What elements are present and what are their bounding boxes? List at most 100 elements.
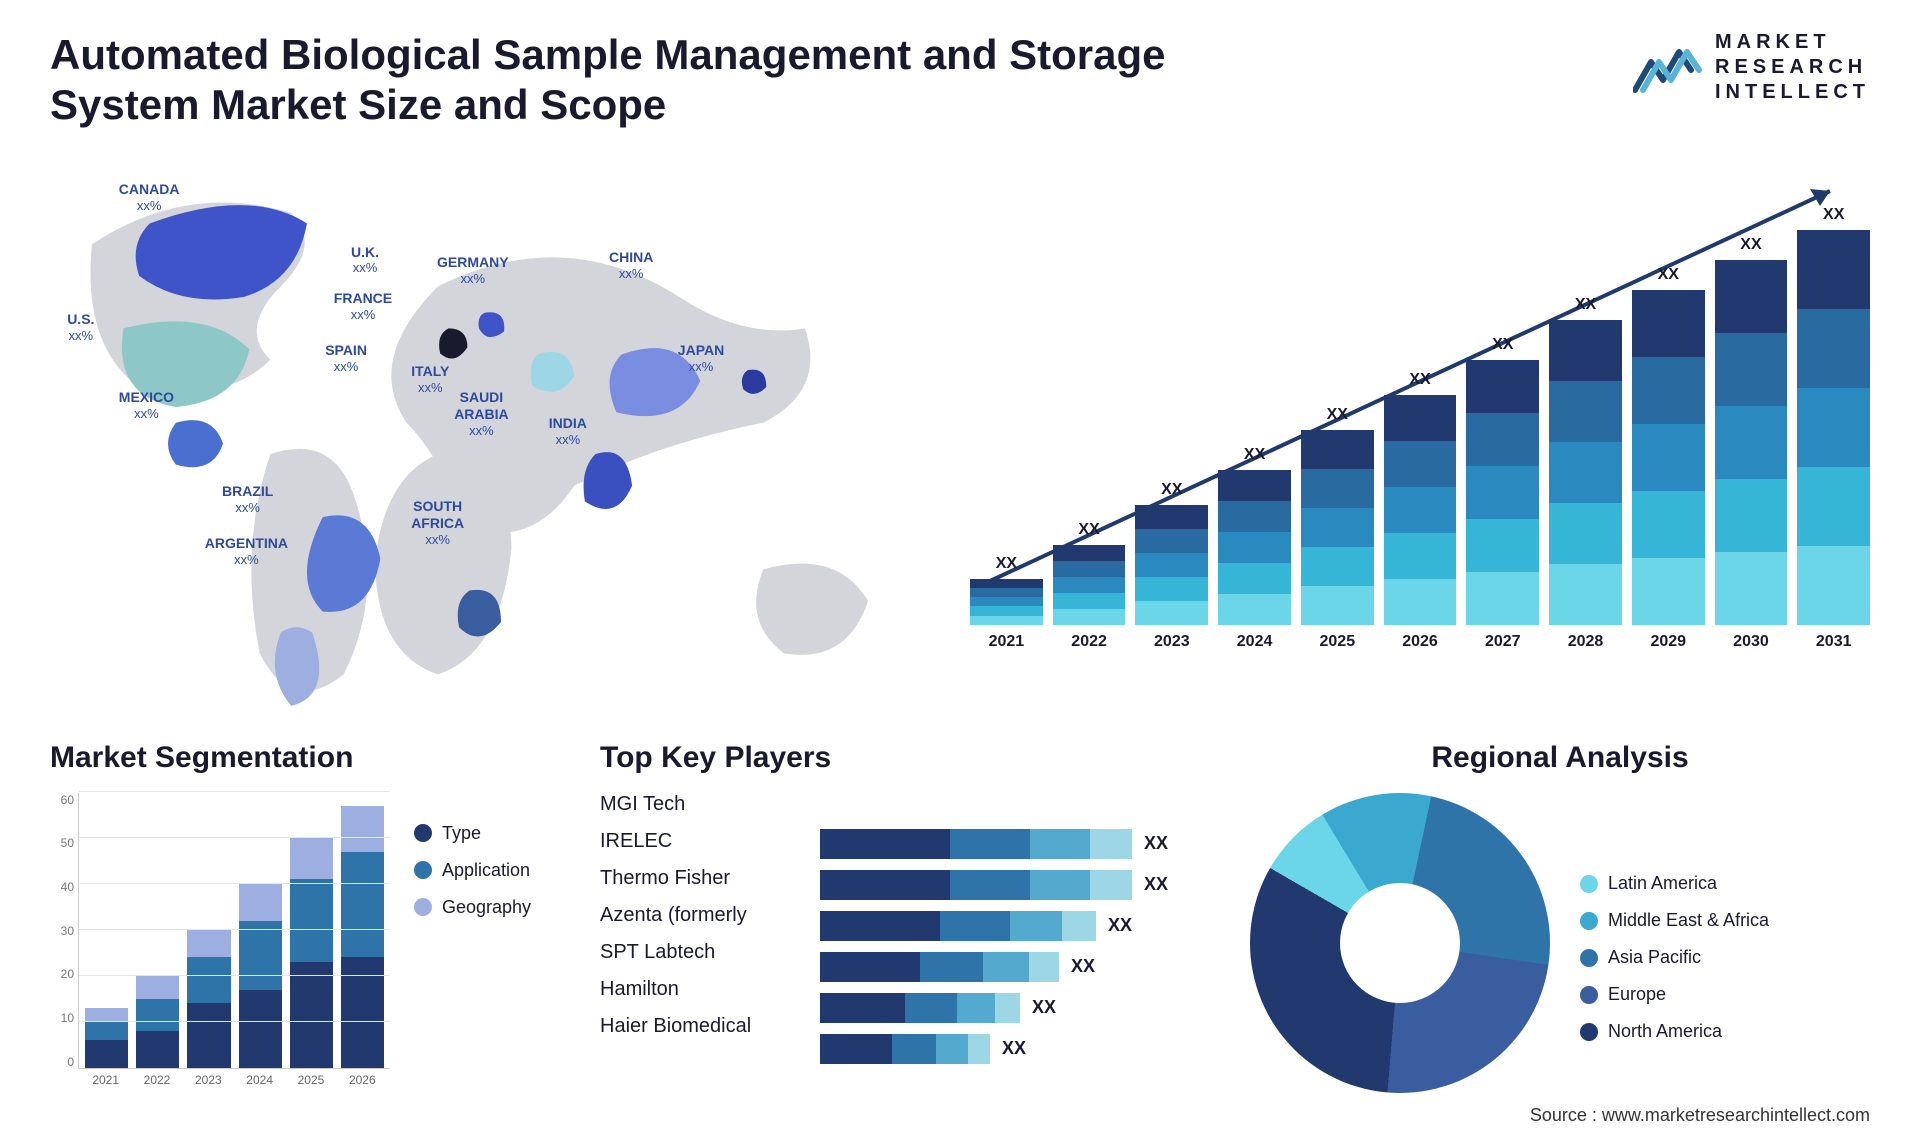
year-label: 2029 bbox=[1650, 633, 1686, 651]
player-bar-value: XX bbox=[1071, 956, 1095, 977]
growth-bar-column: XX 2021 bbox=[970, 551, 1043, 651]
players-section: Top Key Players MGI Tech IRELEC Thermo Fis… bbox=[600, 741, 1220, 1093]
bar-value-label: XX bbox=[1823, 206, 1844, 224]
map-label: ARGENTINAxx% bbox=[205, 535, 288, 567]
player-bar-row: XX bbox=[820, 993, 1220, 1023]
segmentation-chart: 6050403020100 202120222023202420252026 bbox=[50, 793, 390, 1093]
year-label: 2028 bbox=[1568, 633, 1604, 651]
player-bar-value: XX bbox=[1032, 997, 1056, 1018]
year-label: 2027 bbox=[1485, 633, 1521, 651]
player-bar-row: XX bbox=[820, 952, 1220, 982]
logo-line3: INTELLECT bbox=[1715, 80, 1870, 105]
player-name: Azenta (formerly bbox=[600, 904, 800, 927]
map-label: BRAZILxx% bbox=[222, 483, 273, 515]
map-label: U.S.xx% bbox=[67, 311, 94, 343]
year-label: 2025 bbox=[1320, 633, 1356, 651]
player-name: Thermo Fisher bbox=[600, 867, 800, 890]
map-label: SOUTHAFRICAxx% bbox=[411, 498, 464, 547]
year-label: 2031 bbox=[1816, 633, 1852, 651]
legend-item: Application bbox=[414, 860, 531, 881]
growth-bar-column: XX 2022 bbox=[1053, 517, 1126, 651]
player-names-list: MGI Tech IRELEC Thermo Fisher Azenta (forme… bbox=[600, 793, 800, 1064]
legend-item: Type bbox=[414, 823, 531, 844]
players-title: Top Key Players bbox=[600, 741, 1220, 775]
legend-item: Latin America bbox=[1580, 873, 1769, 894]
bar-value-label: XX bbox=[1078, 521, 1099, 539]
map-label: FRANCExx% bbox=[334, 290, 392, 322]
seg-bar bbox=[290, 838, 333, 1068]
growth-bar-column: XX 2025 bbox=[1301, 402, 1374, 651]
legend-item: Asia Pacific bbox=[1580, 947, 1769, 968]
bar-value-label: XX bbox=[1244, 446, 1265, 464]
player-bar-row: XX bbox=[820, 911, 1220, 941]
player-bar-row: XX bbox=[820, 1034, 1220, 1064]
regional-title: Regional Analysis bbox=[1250, 741, 1870, 775]
map-label: SAUDIARABIAxx% bbox=[454, 389, 508, 438]
year-label: 2024 bbox=[1237, 633, 1273, 651]
bar-value-label: XX bbox=[1161, 481, 1182, 499]
segmentation-legend: Type Application Geography bbox=[414, 823, 531, 918]
map-label: JAPANxx% bbox=[678, 342, 724, 374]
map-label: ITALYxx% bbox=[411, 363, 449, 395]
map-label: GERMANYxx% bbox=[437, 254, 509, 286]
growth-bar-column: XX 2029 bbox=[1632, 262, 1705, 651]
legend-item: Middle East & Africa bbox=[1580, 910, 1769, 931]
growth-bar-column: XX 2023 bbox=[1135, 477, 1208, 651]
year-label: 2021 bbox=[989, 633, 1025, 651]
map-label: SPAINxx% bbox=[325, 342, 367, 374]
seg-bar bbox=[341, 806, 384, 1068]
seg-bar bbox=[239, 884, 282, 1068]
map-label: U.K.xx% bbox=[351, 244, 379, 276]
header: Automated Biological Sample Management a… bbox=[50, 30, 1870, 131]
bottom-row: Market Segmentation 6050403020100 202120… bbox=[50, 741, 1870, 1093]
legend-item: North America bbox=[1580, 1021, 1769, 1042]
growth-bar-column: XX 2031 bbox=[1797, 202, 1870, 651]
map-label: MEXICOxx% bbox=[119, 389, 174, 421]
player-bar-row: XX bbox=[820, 829, 1220, 859]
bar-value-label: XX bbox=[996, 555, 1017, 573]
logo-line2: RESEARCH bbox=[1715, 55, 1870, 80]
bar-value-label: XX bbox=[1658, 266, 1679, 284]
growth-bar-chart: XX 2021 XX 2022 XX 2023 XX 2024 XX 2025 XX 2026 XX 20… bbox=[970, 171, 1870, 691]
growth-bar-column: XX 2027 bbox=[1466, 332, 1539, 651]
page-title: Automated Biological Sample Management a… bbox=[50, 30, 1250, 131]
growth-bar-column: XX 2026 bbox=[1384, 367, 1457, 651]
segmentation-title: Market Segmentation bbox=[50, 741, 570, 775]
world-map-svg bbox=[50, 171, 910, 716]
legend-item: Geography bbox=[414, 897, 531, 918]
map-label: CHINAxx% bbox=[609, 249, 653, 281]
player-name: MGI Tech bbox=[600, 793, 800, 816]
bar-value-label: XX bbox=[1327, 406, 1348, 424]
player-name: IRELEC bbox=[600, 830, 800, 853]
growth-bar-column: XX 2030 bbox=[1715, 232, 1788, 651]
bar-value-label: XX bbox=[1492, 336, 1513, 354]
legend-item: Europe bbox=[1580, 984, 1769, 1005]
logo-line1: MARKET bbox=[1715, 30, 1870, 55]
year-label: 2026 bbox=[1402, 633, 1438, 651]
player-name: Hamilton bbox=[600, 978, 800, 1001]
bar-value-label: XX bbox=[1740, 236, 1761, 254]
player-name: SPT Labtech bbox=[600, 941, 800, 964]
regional-donut-chart bbox=[1250, 793, 1550, 1093]
year-label: 2030 bbox=[1733, 633, 1769, 651]
player-bar-value: XX bbox=[1002, 1038, 1026, 1059]
seg-bar bbox=[136, 976, 179, 1068]
year-label: 2022 bbox=[1071, 633, 1107, 651]
player-bar-row: XX bbox=[820, 870, 1220, 900]
growth-bar-column: XX 2024 bbox=[1218, 442, 1291, 651]
regional-legend: Latin America Middle East & Africa Asia Pa… bbox=[1580, 873, 1769, 1042]
map-label: INDIAxx% bbox=[549, 415, 587, 447]
bar-value-label: XX bbox=[1575, 296, 1596, 314]
year-label: 2023 bbox=[1154, 633, 1190, 651]
player-bar-value: XX bbox=[1144, 833, 1168, 854]
player-bar-value: XX bbox=[1108, 915, 1132, 936]
logo-icon bbox=[1633, 40, 1703, 96]
player-name: Haier Biomedical bbox=[600, 1015, 800, 1038]
source-attribution: Source : www.marketresearchintellect.com bbox=[1530, 1105, 1870, 1126]
bar-value-label: XX bbox=[1409, 371, 1430, 389]
player-bar-value: XX bbox=[1144, 874, 1168, 895]
seg-bar bbox=[187, 930, 230, 1068]
top-row: CANADAxx%U.S.xx%MEXICOxx%BRAZILxx%ARGENT… bbox=[50, 171, 1870, 691]
world-map: CANADAxx%U.S.xx%MEXICOxx%BRAZILxx%ARGENT… bbox=[50, 171, 910, 691]
regional-section: Regional Analysis Latin America Middle Ea… bbox=[1250, 741, 1870, 1093]
